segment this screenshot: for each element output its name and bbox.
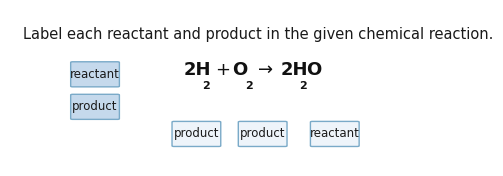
FancyBboxPatch shape [310, 121, 359, 146]
Text: 2H: 2H [280, 61, 308, 79]
Text: →: → [258, 61, 273, 79]
Text: Label each reactant and product in the given chemical reaction.: Label each reactant and product in the g… [23, 27, 493, 42]
Text: 2: 2 [202, 81, 210, 91]
Text: product: product [72, 100, 118, 113]
FancyBboxPatch shape [70, 62, 119, 87]
Text: 2: 2 [299, 81, 307, 91]
Text: 2H: 2H [184, 61, 211, 79]
Text: product: product [240, 127, 285, 140]
Text: 2: 2 [245, 81, 253, 91]
FancyBboxPatch shape [238, 121, 287, 146]
Text: +: + [215, 61, 230, 79]
Text: O: O [306, 61, 322, 79]
Text: reactant: reactant [310, 127, 360, 140]
Text: product: product [174, 127, 219, 140]
FancyBboxPatch shape [70, 94, 119, 119]
Text: reactant: reactant [70, 68, 120, 81]
FancyBboxPatch shape [172, 121, 221, 146]
Text: O: O [232, 61, 247, 79]
